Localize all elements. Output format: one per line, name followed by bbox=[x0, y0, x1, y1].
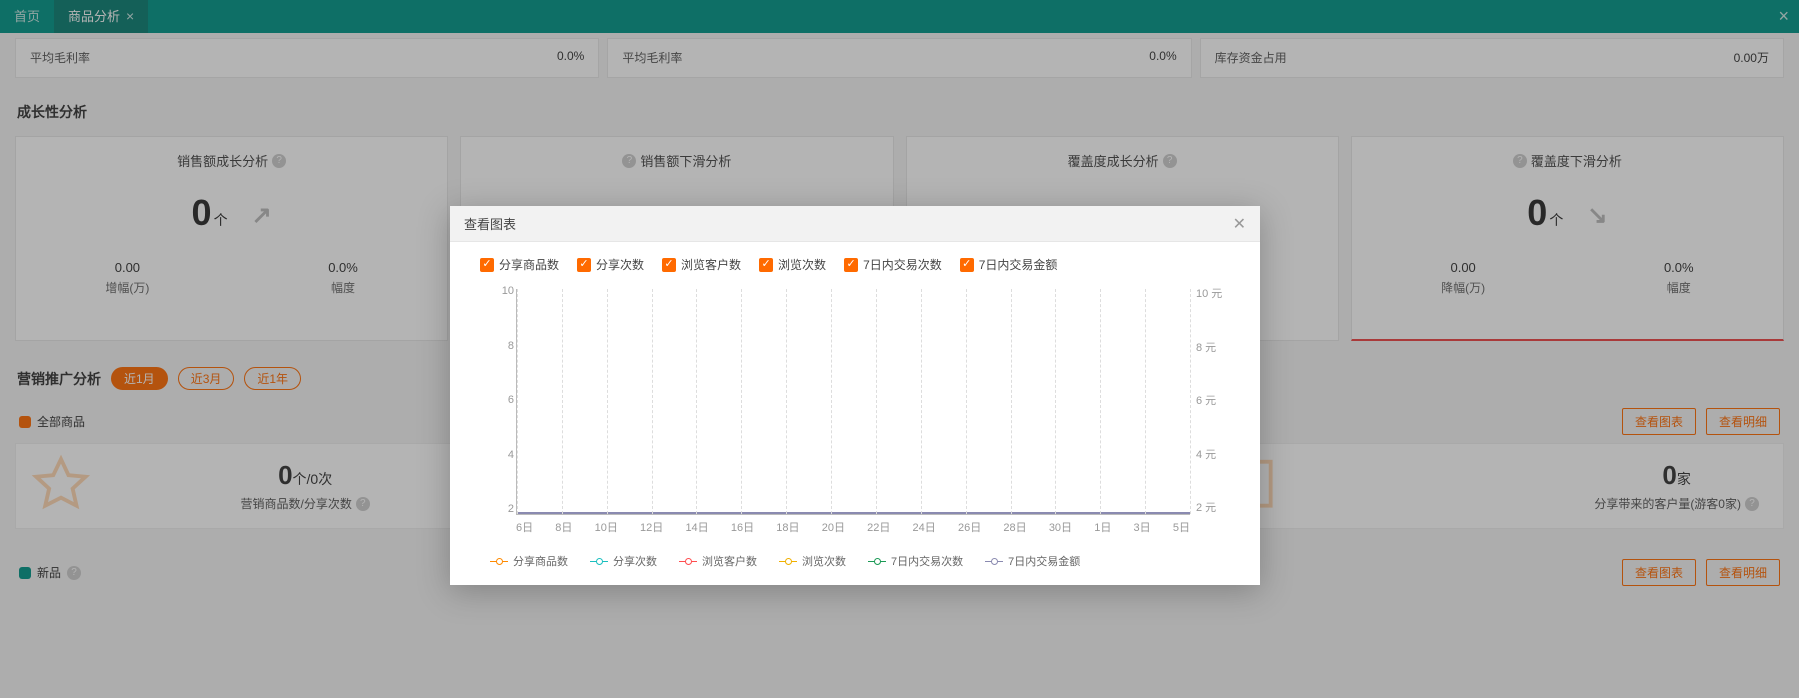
x-tick: 6日 bbox=[516, 519, 533, 535]
x-tick: 22日 bbox=[867, 519, 890, 535]
x-tick: 5日 bbox=[1173, 519, 1190, 535]
y-tick: 10 元 bbox=[1196, 285, 1236, 301]
checkbox-share-goods[interactable]: ✓分享商品数 bbox=[480, 256, 559, 273]
checkbox-label: 浏览客户数 bbox=[681, 256, 741, 273]
legend-item[interactable]: 分享商品数 bbox=[490, 553, 568, 569]
y-tick: 4 元 bbox=[1196, 446, 1236, 462]
y-tick: 6 元 bbox=[1196, 392, 1236, 408]
x-tick: 26日 bbox=[958, 519, 981, 535]
x-tick: 8日 bbox=[555, 519, 572, 535]
checkbox-label: 分享商品数 bbox=[499, 256, 559, 273]
line-chart: 10 8 6 4 2 10 元 8 元 6 元 4 元 2 元 6日 8日 10日 12日 14日 16日… bbox=[474, 285, 1236, 535]
checkbox-label: 7日内交易次数 bbox=[863, 256, 942, 273]
y-tick: 2 bbox=[474, 503, 514, 515]
x-tick: 24日 bbox=[913, 519, 936, 535]
checkbox-label: 7日内交易金额 bbox=[979, 256, 1058, 273]
close-icon[interactable]: ✕ bbox=[1233, 214, 1246, 234]
checkbox-share-times[interactable]: ✓分享次数 bbox=[577, 256, 644, 273]
y-tick: 8 元 bbox=[1196, 339, 1236, 355]
checkbox-trade-amount[interactable]: ✓7日内交易金额 bbox=[960, 256, 1058, 273]
legend-item[interactable]: 7日内交易金额 bbox=[985, 553, 1080, 569]
series-line bbox=[517, 512, 1190, 514]
modal-title: 查看图表 bbox=[464, 214, 516, 233]
legend-item[interactable]: 7日内交易次数 bbox=[868, 553, 963, 569]
plot-area bbox=[516, 289, 1190, 515]
x-tick: 14日 bbox=[685, 519, 708, 535]
x-tick: 30日 bbox=[1049, 519, 1072, 535]
y-axis-left: 10 8 6 4 2 bbox=[474, 285, 514, 515]
chart-legend-bottom: 分享商品数 分享次数 浏览客户数 浏览次数 7日内交易次数 7日内交易金额 bbox=[450, 543, 1260, 585]
x-tick: 3日 bbox=[1134, 519, 1151, 535]
y-tick: 8 bbox=[474, 340, 514, 352]
y-tick: 10 bbox=[474, 285, 514, 297]
legend-item[interactable]: 分享次数 bbox=[590, 553, 657, 569]
checkbox-label: 浏览次数 bbox=[778, 256, 826, 273]
y-tick: 2 元 bbox=[1196, 499, 1236, 515]
x-tick: 1日 bbox=[1094, 519, 1111, 535]
checkbox-view-times[interactable]: ✓浏览次数 bbox=[759, 256, 826, 273]
x-tick: 28日 bbox=[1003, 519, 1026, 535]
x-tick: 12日 bbox=[640, 519, 663, 535]
checkbox-trade-times[interactable]: ✓7日内交易次数 bbox=[844, 256, 942, 273]
legend-item[interactable]: 浏览次数 bbox=[779, 553, 846, 569]
x-tick: 10日 bbox=[595, 519, 618, 535]
checkbox-label: 分享次数 bbox=[596, 256, 644, 273]
x-tick: 16日 bbox=[731, 519, 754, 535]
y-axis-right: 10 元 8 元 6 元 4 元 2 元 bbox=[1196, 285, 1236, 515]
x-tick: 18日 bbox=[776, 519, 799, 535]
legend-item[interactable]: 浏览客户数 bbox=[679, 553, 757, 569]
y-tick: 4 bbox=[474, 449, 514, 461]
x-tick: 20日 bbox=[822, 519, 845, 535]
chart-modal: 查看图表 ✕ ✓分享商品数 ✓分享次数 ✓浏览客户数 ✓浏览次数 ✓7日内交易次… bbox=[450, 206, 1260, 585]
x-axis: 6日 8日 10日 12日 14日 16日 18日 20日 22日 24日 26日 28日 30日 1日 3… bbox=[516, 519, 1190, 535]
y-tick: 6 bbox=[474, 394, 514, 406]
chart-checkbox-row: ✓分享商品数 ✓分享次数 ✓浏览客户数 ✓浏览次数 ✓7日内交易次数 ✓7日内交… bbox=[450, 242, 1260, 279]
checkbox-view-customers[interactable]: ✓浏览客户数 bbox=[662, 256, 741, 273]
